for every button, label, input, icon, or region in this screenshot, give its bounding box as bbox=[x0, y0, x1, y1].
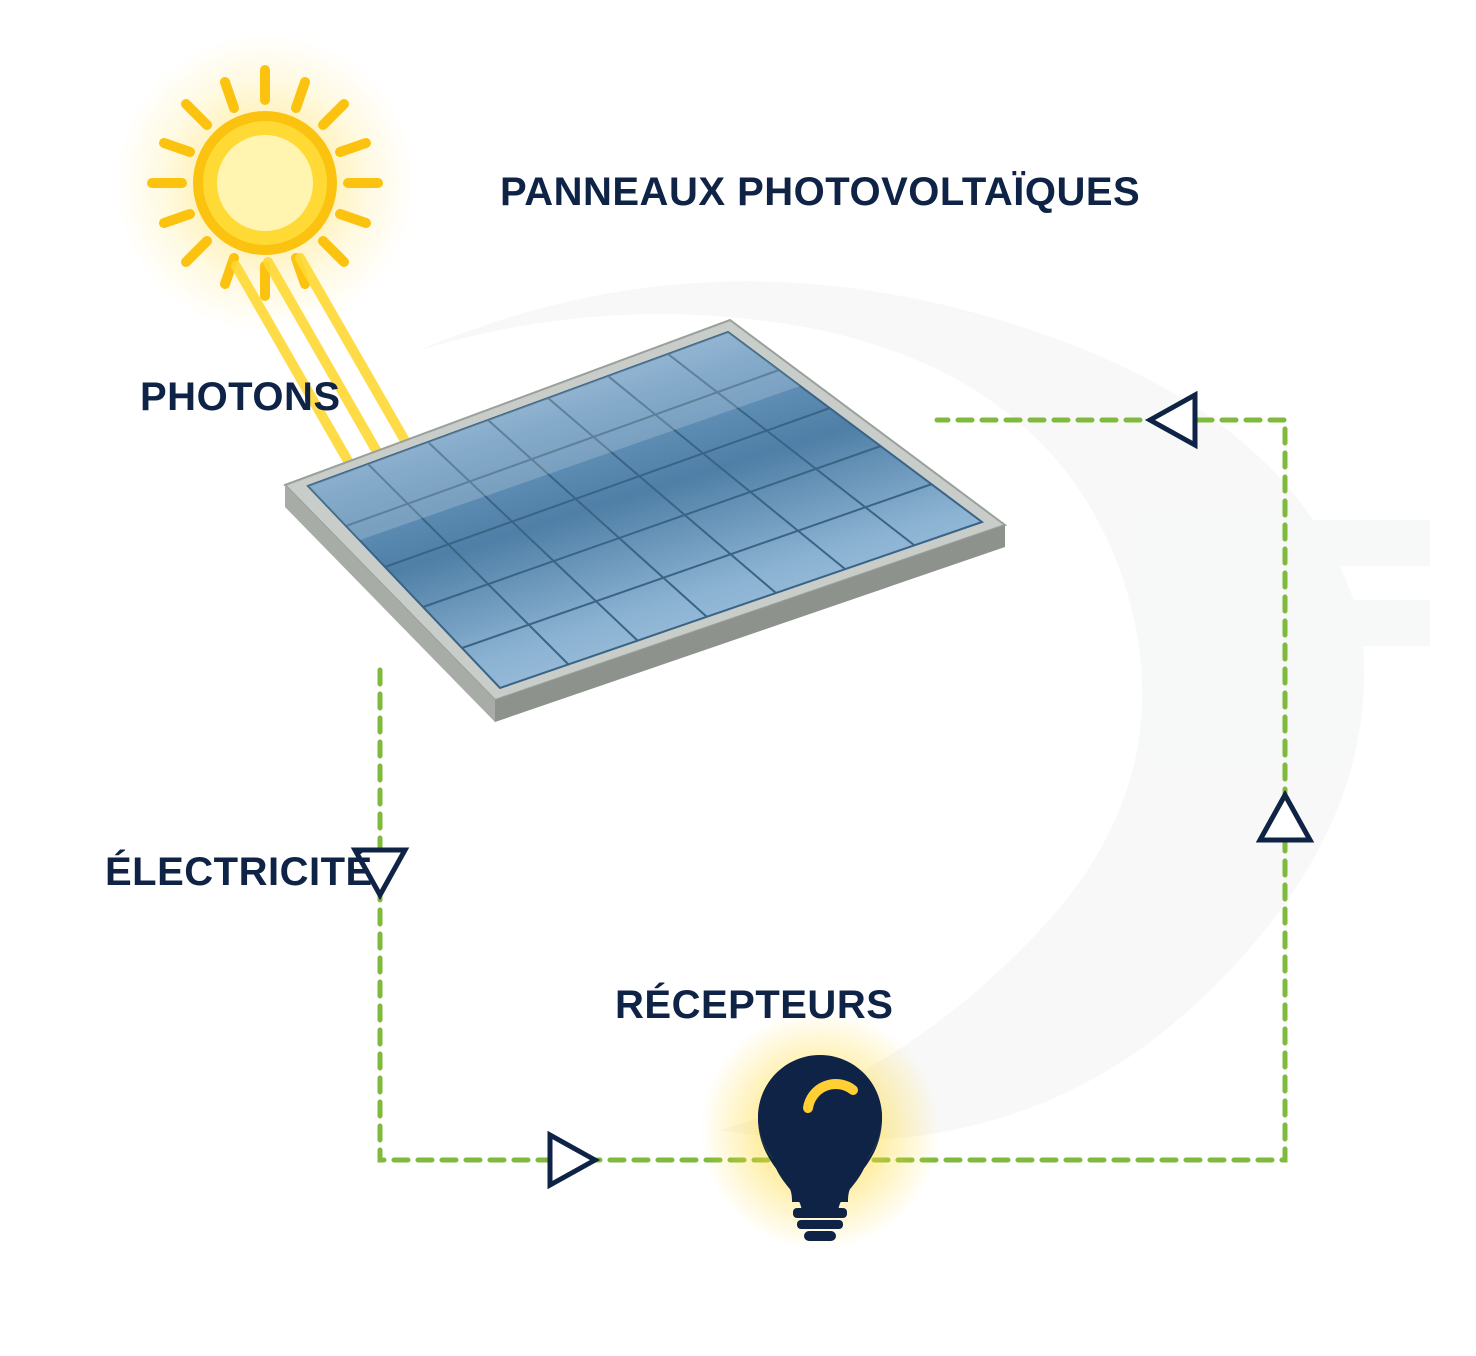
diagram-canvas: PANNEAUX PHOTOVOLTAÏQUES PHOTONS ÉLECTRI… bbox=[0, 0, 1476, 1356]
label-receivers: RÉCEPTEURS bbox=[615, 983, 893, 1028]
label-electricity: ÉLECTRICITÉ bbox=[105, 850, 373, 895]
label-photons: PHOTONS bbox=[140, 375, 341, 420]
label-title: PANNEAUX PHOTOVOLTAÏQUES bbox=[500, 170, 1140, 215]
